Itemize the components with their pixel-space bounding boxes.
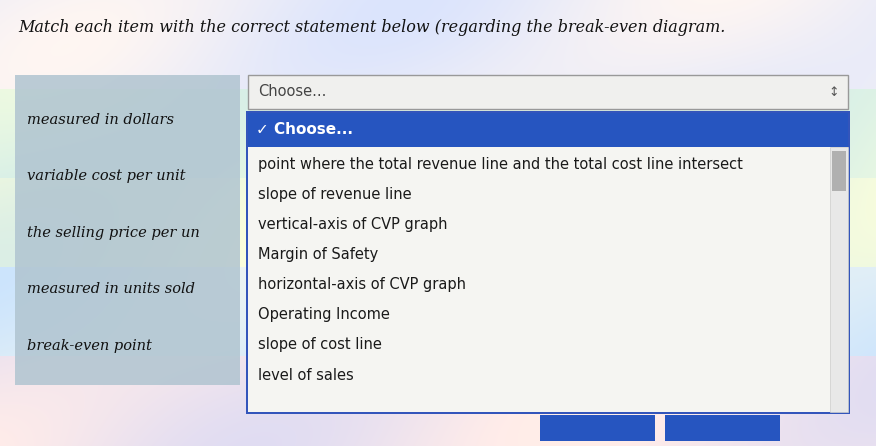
Text: Margin of Safety: Margin of Safety bbox=[258, 248, 378, 263]
FancyBboxPatch shape bbox=[830, 147, 848, 412]
Text: slope of cost line: slope of cost line bbox=[258, 338, 382, 352]
FancyBboxPatch shape bbox=[832, 151, 846, 191]
FancyBboxPatch shape bbox=[248, 113, 848, 147]
Text: ↕: ↕ bbox=[829, 86, 839, 99]
Text: variable cost per unit: variable cost per unit bbox=[27, 169, 186, 183]
Text: break-even point: break-even point bbox=[27, 339, 152, 352]
FancyBboxPatch shape bbox=[248, 75, 848, 109]
Text: vertical-axis of CVP graph: vertical-axis of CVP graph bbox=[258, 218, 448, 232]
Text: horizontal-axis of CVP graph: horizontal-axis of CVP graph bbox=[258, 277, 466, 293]
FancyBboxPatch shape bbox=[540, 415, 655, 441]
Text: Match each item with the correct statement below (regarding the break-even diagr: Match each item with the correct stateme… bbox=[18, 20, 725, 37]
Text: measured in units sold: measured in units sold bbox=[27, 282, 195, 296]
Text: level of sales: level of sales bbox=[258, 368, 354, 383]
Text: slope of revenue line: slope of revenue line bbox=[258, 187, 412, 202]
Text: point where the total revenue line and the total cost line intersect: point where the total revenue line and t… bbox=[258, 157, 743, 173]
FancyBboxPatch shape bbox=[248, 147, 848, 412]
Text: Operating Income: Operating Income bbox=[258, 307, 390, 322]
Text: Choose...: Choose... bbox=[258, 84, 327, 99]
Text: the selling price per un: the selling price per un bbox=[27, 226, 200, 240]
FancyBboxPatch shape bbox=[15, 75, 240, 385]
Text: ✓ Choose...: ✓ Choose... bbox=[256, 123, 353, 137]
FancyBboxPatch shape bbox=[665, 415, 780, 441]
FancyBboxPatch shape bbox=[246, 111, 850, 414]
Text: measured in dollars: measured in dollars bbox=[27, 113, 174, 127]
